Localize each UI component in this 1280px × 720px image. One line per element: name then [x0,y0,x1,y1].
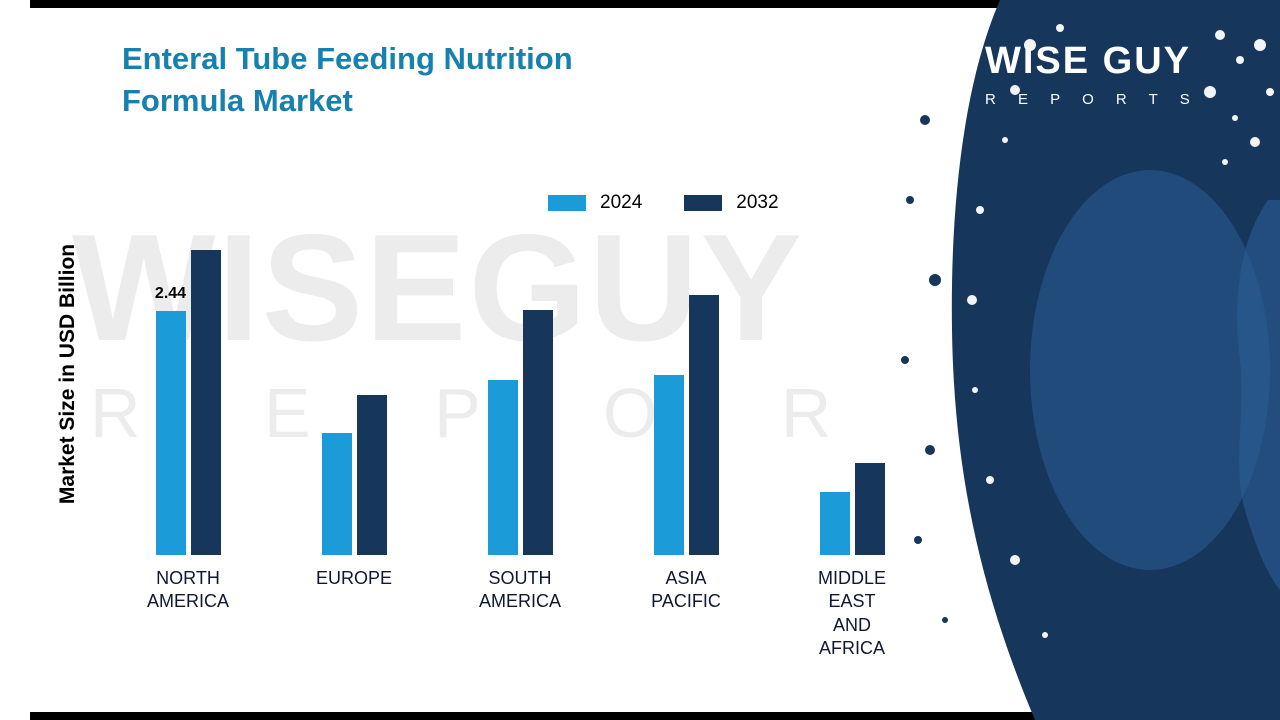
legend-label: 2032 [736,192,779,213]
legend-item-2032: 2032 [684,192,779,214]
bar-2032 [356,395,387,555]
value-label: 2.44 [154,285,187,302]
category-label: NORTH AMERICA [146,568,229,612]
bar-2024 [653,375,684,555]
legend-swatch-2032 [684,195,723,211]
legend-item-2024: 2024 [548,192,642,214]
category-label: ASIA PACIFIC [651,568,721,612]
bar-2032 [688,295,719,555]
category-label: MIDDLE EAST AND AFRICA [817,568,886,659]
legend-label: 2024 [600,192,643,213]
bar-2024: 2.44 [155,285,186,555]
bottom-border [30,712,1280,720]
legend-swatch-2024 [548,195,586,211]
bar-2032 [190,250,221,555]
bar-2024 [321,433,352,555]
bar-group: ASIA PACIFIC [651,245,721,611]
wiseguy-logo: WISE GUY R E P O R T S [985,40,1199,108]
category-label: SOUTH AMERICA [478,568,561,612]
bar-2024 [487,380,518,555]
page-title: Enteral Tube Feeding Nutrition Formula M… [122,41,573,118]
logo-reports: R E P O R T S [985,91,1199,108]
logo-wordmark: WISE GUY [985,40,1192,82]
bar-group: SOUTH AMERICA [479,245,561,611]
bar-group: EUROPE [316,245,392,588]
bar-2024 [819,492,850,555]
top-border [30,0,1280,8]
bar-2032 [522,310,553,555]
bar-chart: 2.44 NORTH AMERICA EUROPE SOUTH AMERICA ASIA… [105,245,935,658]
bar-group: MIDDLE EAST AND AFRICA [818,245,886,658]
bar-group: 2.44 NORTH AMERICA [147,245,229,611]
category-label: EUROPE [315,568,393,588]
y-axis-label: Market Size in USD Billion [56,243,79,505]
bar-2032 [854,463,885,555]
legend: 2024 2032 [548,192,779,214]
